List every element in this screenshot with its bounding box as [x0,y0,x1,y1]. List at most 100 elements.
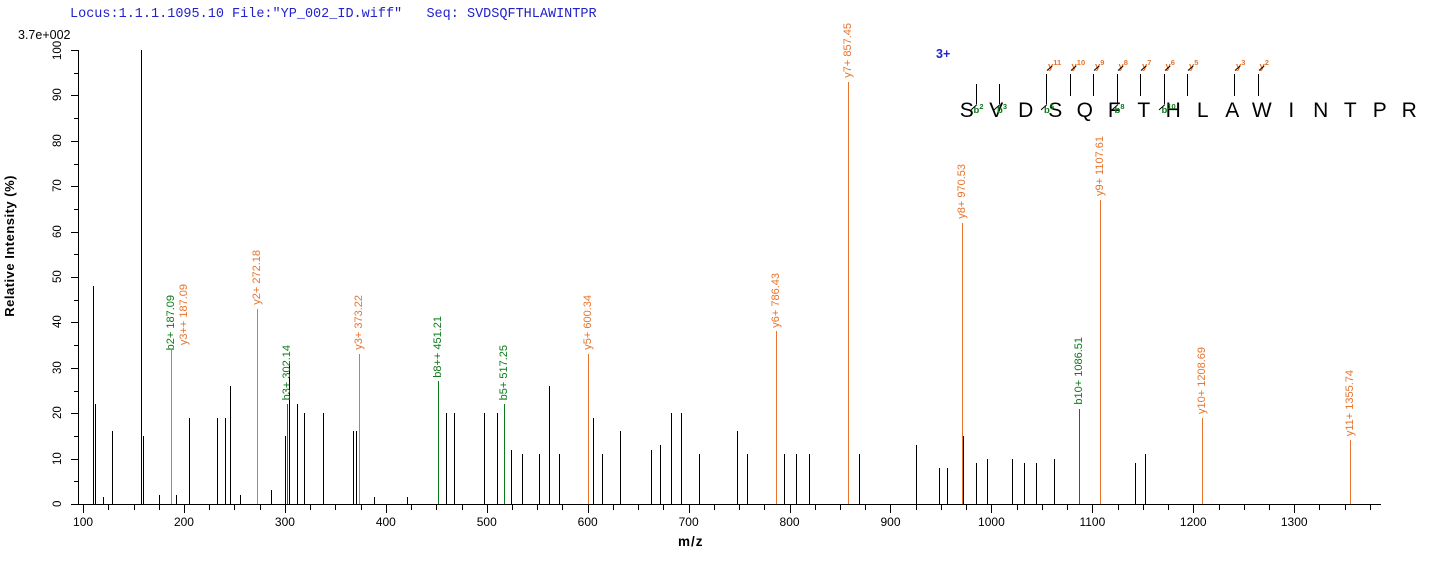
y-tick-minor [74,208,78,210]
y-tick [71,186,78,188]
spectrum-peak [1011,458,1013,504]
x-tick-label: 900 [880,515,901,529]
spectrum-peak [522,454,524,504]
spectrum-peak [454,413,456,504]
x-tick [1193,505,1195,513]
b-ion-annotation-b5: b5 [1044,102,1054,117]
y-tick-minor [74,118,78,120]
x-tick-minor [713,505,715,510]
spectrum-peak [947,467,948,504]
spectrum-peak [775,331,777,504]
spectrum-peak [619,431,621,504]
b-ion-annotation-b3: b3 [997,102,1007,117]
spectrum-peak [1023,463,1025,504]
spectrum-peak [737,431,739,504]
spectrum-peak [559,454,561,504]
spectrum-peak [651,449,653,504]
x-tick-label: 1000 [978,515,1005,529]
x-tick [486,505,488,513]
peak-annotation-label: y3+ 373.22 [352,295,365,351]
spectrum-peak [142,435,144,504]
residue-q-5: Q [1076,99,1093,122]
spectrum-peak [1078,408,1080,504]
y-axis-label: Relative Intensity (%) [2,175,17,317]
y-tick [71,50,78,51]
x-tick-minor [108,505,110,510]
x-tick-minor [840,505,842,510]
x-tick [1092,505,1094,513]
y-tick-label: 50 [52,270,64,284]
x-axis-label: m/z [678,534,704,549]
spectrum-peak [230,385,232,504]
intensity-scale-label: 3.7e+002 [18,28,71,42]
x-tick-minor [814,505,816,510]
y-fragment-tick [1257,74,1259,96]
x-tick-minor [461,505,463,510]
spectrum-peak [270,490,272,504]
x-tick [1294,505,1296,513]
spectrum-peak [1053,458,1055,504]
b-fragment-tick [999,84,1000,104]
spectrum-peak [859,454,861,504]
x-tick-minor [915,505,917,510]
spectrum-peak [539,454,541,504]
spectrum-peak [915,444,917,504]
x-tick [284,505,286,513]
x-tick [789,505,791,513]
spectrum-peak [1144,454,1146,504]
residue-t-7: T [1137,99,1151,122]
y-tick-label: 20 [52,406,64,420]
b-fragment-tick [975,84,977,104]
b-ion-annotation-b10: b10 [1161,102,1176,117]
x-tick [991,505,993,513]
residue-l-9: L [1196,99,1209,122]
spectrum-peak [287,404,289,504]
y-tick [71,95,78,97]
spectrum-peak [217,417,219,504]
spectrum-peak [304,413,306,504]
x-tick-minor [1218,505,1220,510]
x-tick [890,505,892,513]
y-fragment-tick [1093,74,1094,96]
spectrum-peak [961,222,963,504]
x-tick-label: 700 [678,515,699,529]
x-tick-minor [537,505,539,510]
y-tick-label: 40 [52,316,64,329]
spectrum-peak [510,449,512,504]
spectrum-peak [189,417,191,504]
x-tick [183,505,185,513]
x-tick-minor [612,505,614,510]
spectrum-peak [170,349,172,504]
peak-annotation-label: y7+ 857.45 [841,23,854,78]
spectrum-peak [355,431,357,504]
y-ion-annotation-y7: y7 [1142,58,1152,72]
spectrum-peak [1134,463,1136,504]
y-tick-minor [74,72,78,74]
spectrum-peak [592,417,594,504]
x-tick [587,505,589,513]
x-tick-label: 600 [577,515,598,529]
x-tick-minor [259,505,261,510]
peak-annotation-label: y6+ 786.43 [769,272,782,328]
spectrum-peak [483,413,485,504]
x-tick-minor [436,505,438,510]
peak-annotation-label: y3++ 187.09 [177,284,190,346]
x-axis-line [78,504,1381,505]
residue-h-8: H [1165,99,1181,122]
y-tick-label: 100 [52,40,64,60]
spectrum-peak [1035,463,1037,504]
x-tick-minor [411,505,413,510]
x-tick-minor [209,505,211,510]
spectrum-peak [847,81,849,504]
y-tick-minor [74,481,78,483]
residue-i-12: I [1288,99,1295,122]
residue-s-1: S [959,99,974,122]
x-tick-minor [663,505,665,510]
spectrum-peak [112,431,114,504]
y-tick [71,277,78,278]
y-tick-label: 60 [52,225,64,238]
y-ion-annotation-y5: y5 [1189,58,1199,72]
spectrum-peak [549,385,551,504]
spectrum-peak [93,286,95,504]
